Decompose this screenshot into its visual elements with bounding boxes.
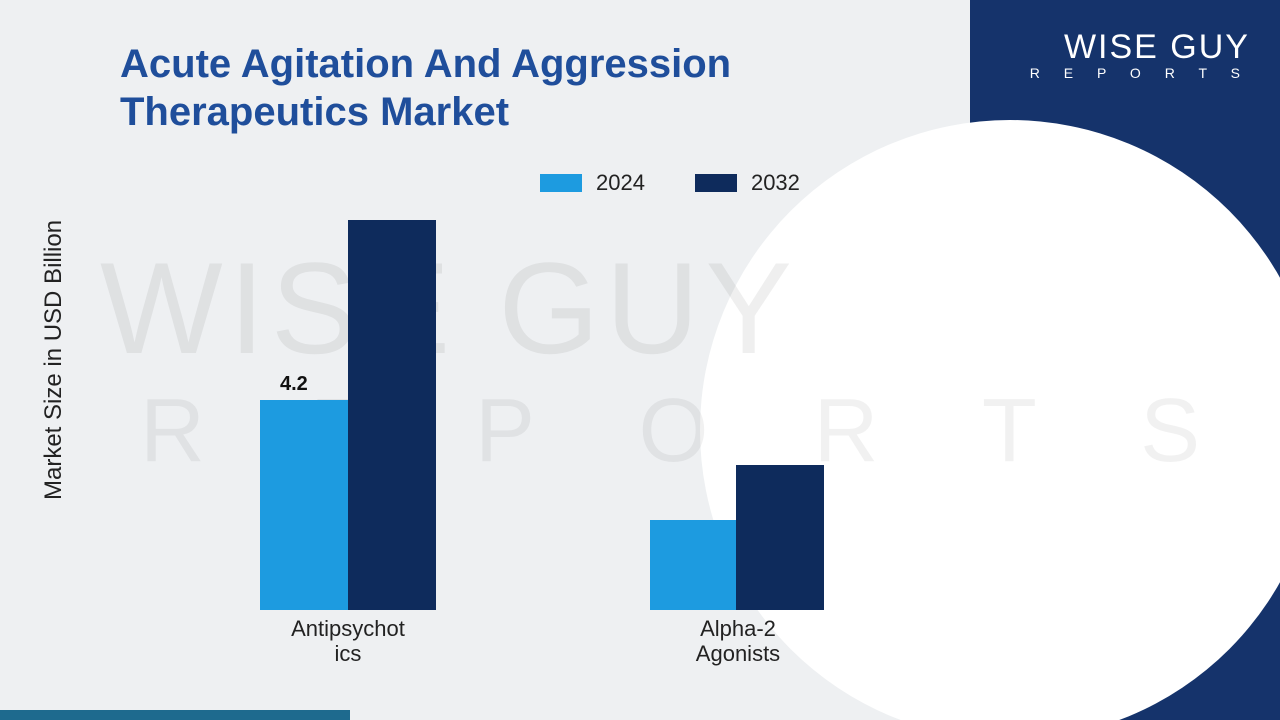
chart-title: Acute Agitation And Aggression Therapeut… — [120, 40, 820, 136]
bar-value-label: 4.2 — [280, 373, 308, 396]
bar — [736, 465, 824, 610]
y-axis — [220, 210, 222, 610]
legend: 2024 2032 — [540, 170, 800, 196]
legend-label-2032: 2032 — [751, 170, 800, 196]
legend-swatch-2032 — [695, 174, 737, 192]
legend-swatch-2024 — [540, 174, 582, 192]
bar-group: 4.2Antipsychotics — [260, 220, 436, 610]
category-label: Alpha-2Agonists — [648, 610, 828, 667]
brand-line2: R E P O R T S — [1030, 65, 1250, 81]
footer-accent — [0, 710, 350, 720]
plot-area: 4.2Antipsychotics Alpha-2Agonists — [220, 210, 920, 610]
bar — [348, 220, 436, 610]
bar — [650, 520, 738, 610]
legend-item-2032: 2032 — [695, 170, 800, 196]
brand-line1: WISE GUY — [1030, 28, 1250, 67]
brand-logo: WISE GUY R E P O R T S — [1030, 28, 1250, 81]
bar — [260, 400, 348, 610]
category-label: Antipsychotics — [258, 610, 438, 667]
legend-item-2024: 2024 — [540, 170, 645, 196]
legend-label-2024: 2024 — [596, 170, 645, 196]
chart-canvas: WISE GUY R E P O R T S Acute Agitation A… — [0, 0, 1280, 720]
y-axis-label: Market Size in USD Billion — [40, 220, 68, 500]
bar-group: Alpha-2Agonists — [650, 465, 824, 610]
